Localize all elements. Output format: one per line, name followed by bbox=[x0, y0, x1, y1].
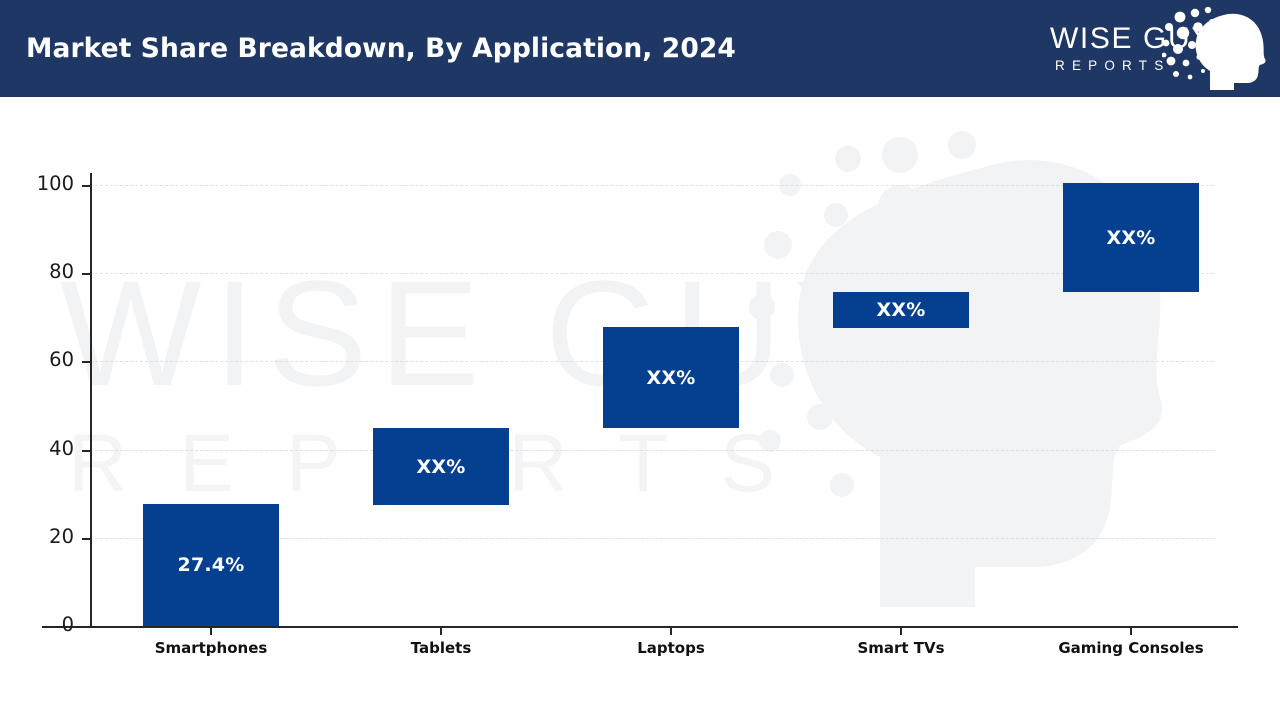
x-axis-label-tablets: Tablets bbox=[410, 639, 472, 657]
bar-smart-tvs[interactable]: XX% bbox=[833, 292, 969, 328]
gridline-100 bbox=[90, 185, 1214, 186]
y-tick-20 bbox=[82, 538, 91, 540]
y-tick-80 bbox=[82, 273, 91, 275]
y-axis-label-0: 0 bbox=[61, 613, 74, 636]
logo-sub-text: REPORTS bbox=[1055, 57, 1171, 73]
y-axis-label-60: 60 bbox=[49, 348, 74, 371]
x-axis-label-smart-tvs: Smart TVs bbox=[857, 639, 945, 657]
x-tick-smart-tvs bbox=[900, 626, 902, 635]
brand-logo: WISE GUY REPORTS bbox=[1022, 5, 1274, 93]
x-axis-label-gaming-consoles: Gaming Consoles bbox=[1058, 639, 1204, 657]
y-tick-100 bbox=[82, 185, 91, 187]
dotted-head-profile-icon bbox=[1162, 6, 1266, 90]
bar-laptops[interactable]: XX% bbox=[603, 327, 739, 428]
y-tick-60 bbox=[82, 361, 91, 363]
x-tick-tablets bbox=[440, 626, 442, 635]
bar-label-gaming-consoles: XX% bbox=[1106, 226, 1156, 249]
gridline-80 bbox=[90, 273, 1214, 274]
chart-canvas: WISE GUY REPORTS 100 80 60 40 20 bbox=[0, 97, 1280, 720]
bar-label-tablets: XX% bbox=[416, 455, 466, 478]
y-tick-0 bbox=[82, 626, 91, 628]
x-axis-label-laptops: Laptops bbox=[637, 639, 705, 657]
logo-main-text: WISE GUY bbox=[1050, 21, 1213, 55]
x-tick-gaming-consoles bbox=[1130, 626, 1132, 635]
x-axis-label-smartphones: Smartphones bbox=[154, 639, 268, 657]
page-header: Market Share Breakdown, By Application, … bbox=[0, 0, 1280, 97]
plot-area: 100 80 60 40 20 0 27.4% XX% XX% XX% XX% bbox=[0, 97, 1280, 720]
bar-smartphones[interactable]: 27.4% bbox=[143, 504, 279, 626]
bar-label-smart-tvs: XX% bbox=[876, 299, 926, 321]
x-tick-smartphones bbox=[210, 626, 212, 635]
y-axis-label-100: 100 bbox=[36, 172, 74, 195]
y-axis-label-80: 80 bbox=[49, 260, 74, 283]
bar-tablets[interactable]: XX% bbox=[373, 428, 509, 505]
y-tick-40 bbox=[82, 450, 91, 452]
x-tick-laptops bbox=[670, 626, 672, 635]
bar-gaming-consoles[interactable]: XX% bbox=[1063, 183, 1199, 292]
page-title: Market Share Breakdown, By Application, … bbox=[26, 33, 736, 64]
y-axis-line bbox=[90, 173, 92, 628]
gridline-40 bbox=[90, 450, 1214, 451]
y-axis-label-20: 20 bbox=[49, 525, 74, 548]
bar-label-laptops: XX% bbox=[646, 366, 696, 389]
x-axis-line bbox=[42, 626, 1238, 629]
y-axis-label-40: 40 bbox=[49, 437, 74, 460]
gridline-20 bbox=[90, 538, 1214, 539]
bar-label-smartphones: 27.4% bbox=[177, 554, 245, 576]
